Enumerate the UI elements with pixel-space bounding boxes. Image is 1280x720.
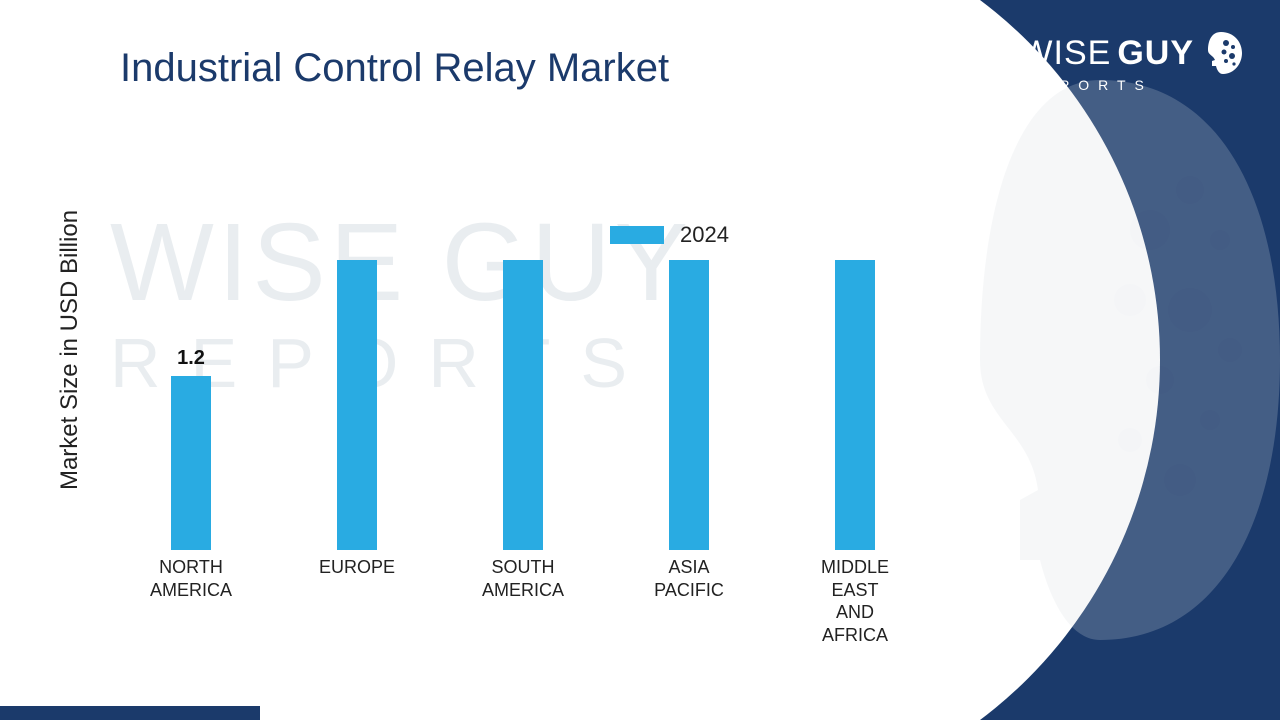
x-axis-label: MIDDLE EAST AND AFRICA <box>772 556 938 646</box>
logo-word-1: WISE <box>1020 36 1111 70</box>
bar-2 <box>440 260 606 550</box>
y-axis-label: Market Size in USD Billion <box>56 210 84 490</box>
bar-rect <box>669 260 709 550</box>
logo-head-icon <box>1200 30 1246 76</box>
bar-3 <box>606 260 772 550</box>
brand-logo: WISE GUY REPORTS <box>1020 30 1246 92</box>
x-labels-container: NORTH AMERICAEUROPESOUTH AMERICAASIA PAC… <box>108 556 938 646</box>
logo-subtitle: REPORTS <box>1020 78 1246 92</box>
bar-4 <box>772 260 938 550</box>
bars-container: 1.2 <box>108 260 938 550</box>
x-axis-label: ASIA PACIFIC <box>606 556 772 646</box>
chart-canvas: WISE GUY REPORTS WISE GUY REPORTS Indust… <box>0 0 1280 720</box>
bar-rect <box>337 260 377 550</box>
plot-area: 1.2 <box>108 260 938 550</box>
bar-rect <box>171 376 211 550</box>
footer-accent-bar <box>0 706 260 720</box>
logo-word-2: GUY <box>1117 36 1194 70</box>
bar-1 <box>274 260 440 550</box>
x-axis-label: SOUTH AMERICA <box>440 556 606 646</box>
legend-swatch <box>610 226 664 244</box>
x-axis-label: EUROPE <box>274 556 440 646</box>
bar-rect <box>835 260 875 550</box>
bar-value-label: 1.2 <box>177 347 205 370</box>
chart-title: Industrial Control Relay Market <box>120 46 669 91</box>
x-axis-label: NORTH AMERICA <box>108 556 274 646</box>
bar-rect <box>503 260 543 550</box>
bar-0: 1.2 <box>108 260 274 550</box>
legend-label: 2024 <box>680 222 729 248</box>
legend: 2024 <box>610 222 729 248</box>
